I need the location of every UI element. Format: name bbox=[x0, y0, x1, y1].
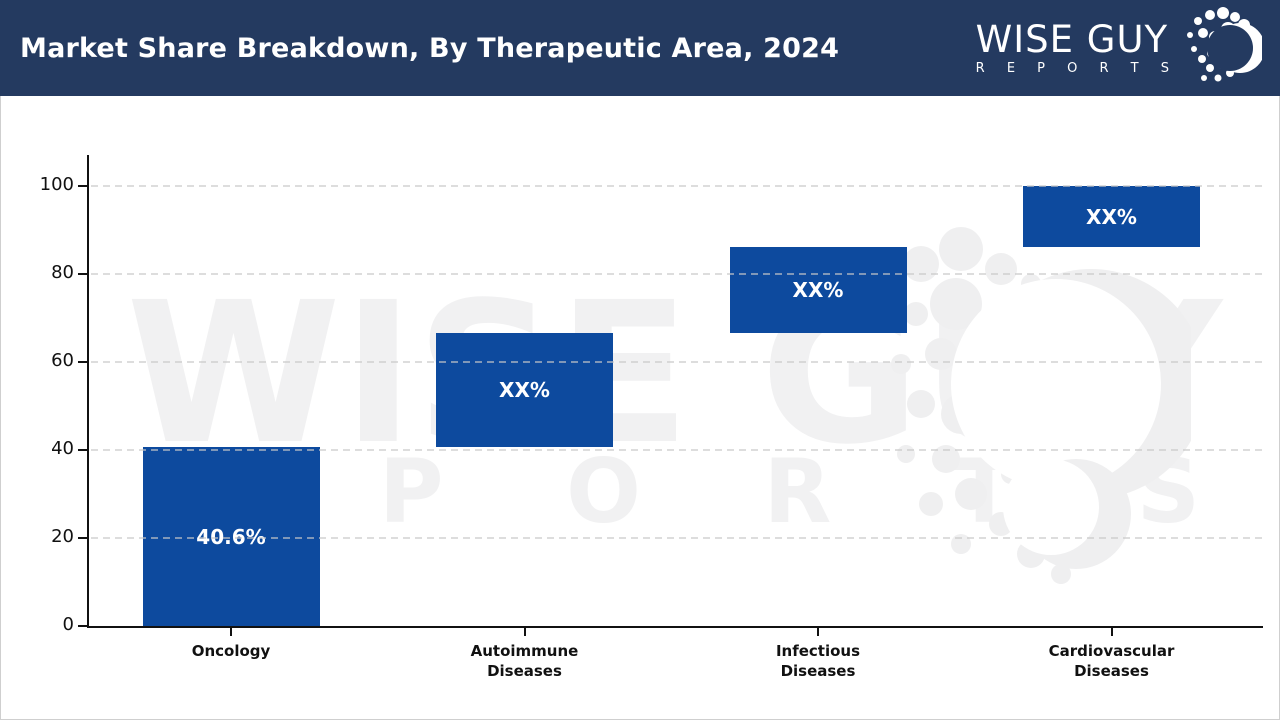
y-axis-line bbox=[87, 155, 89, 628]
y-tick-20 bbox=[78, 537, 87, 539]
logo-wordmark: WISE GUY bbox=[975, 17, 1169, 61]
logo-subtext: R E P O R T S bbox=[975, 60, 1178, 76]
y-tick-label-80: 80 bbox=[51, 262, 74, 283]
x-category-label: Oncology bbox=[191, 642, 271, 660]
bar-infectious-diseases: XX% bbox=[729, 247, 907, 334]
y-tick-60 bbox=[78, 361, 87, 363]
gridline-40 bbox=[91, 449, 1263, 451]
logo-text: WISE GUY R E P O R T S bbox=[975, 17, 1178, 76]
y-tick-100 bbox=[78, 185, 87, 187]
y-tick-80 bbox=[78, 273, 87, 275]
x-category-label: Infectious Diseases bbox=[775, 642, 861, 680]
gridline-20 bbox=[91, 537, 1263, 539]
logo-face-icon bbox=[1187, 7, 1262, 82]
bar-value-label: XX% bbox=[1086, 204, 1137, 229]
wise-guy-logo: WISE GUY R E P O R T S bbox=[976, 7, 1262, 89]
y-tick-0 bbox=[78, 625, 87, 627]
gridline-100 bbox=[91, 185, 1263, 187]
y-tick-label-100: 100 bbox=[39, 174, 74, 195]
x-tick-0 bbox=[230, 628, 232, 636]
chart-area: WISE GUY P O R T S 40.6% XX% XX% XX% 0 20 40 60… bbox=[0, 96, 1280, 720]
x-tick-1 bbox=[523, 628, 526, 636]
gridline-60 bbox=[91, 361, 1263, 363]
x-category-label: Autoimmune Diseases bbox=[470, 642, 579, 680]
bar-cardiovascular-diseases: XX% bbox=[1023, 186, 1200, 248]
y-tick-label-40: 40 bbox=[51, 438, 74, 459]
header-bar: Market Share Breakdown, By Therapeutic A… bbox=[0, 0, 1280, 96]
x-category-label: Cardiovascular Diseases bbox=[1048, 642, 1175, 680]
page-title: Market Share Breakdown, By Therapeutic A… bbox=[20, 32, 840, 64]
y-tick-label-20: 20 bbox=[51, 526, 74, 547]
bar-value-label: XX% bbox=[499, 378, 550, 403]
bar-oncology: 40.6% bbox=[142, 447, 320, 626]
y-tick-label-0: 0 bbox=[62, 614, 74, 635]
x-axis-line bbox=[87, 626, 1263, 628]
x-tick-2 bbox=[817, 628, 819, 636]
bar-autoimmune-diseases: XX% bbox=[436, 333, 613, 448]
bar-value-label: 40.6% bbox=[196, 524, 266, 549]
bar-value-label: XX% bbox=[792, 278, 844, 303]
y-tick-40 bbox=[78, 449, 87, 451]
background-watermark-head-icon bbox=[891, 227, 1191, 584]
gridline-80 bbox=[91, 273, 1263, 275]
x-tick-3 bbox=[1110, 628, 1113, 636]
y-tick-label-60: 60 bbox=[51, 350, 74, 371]
